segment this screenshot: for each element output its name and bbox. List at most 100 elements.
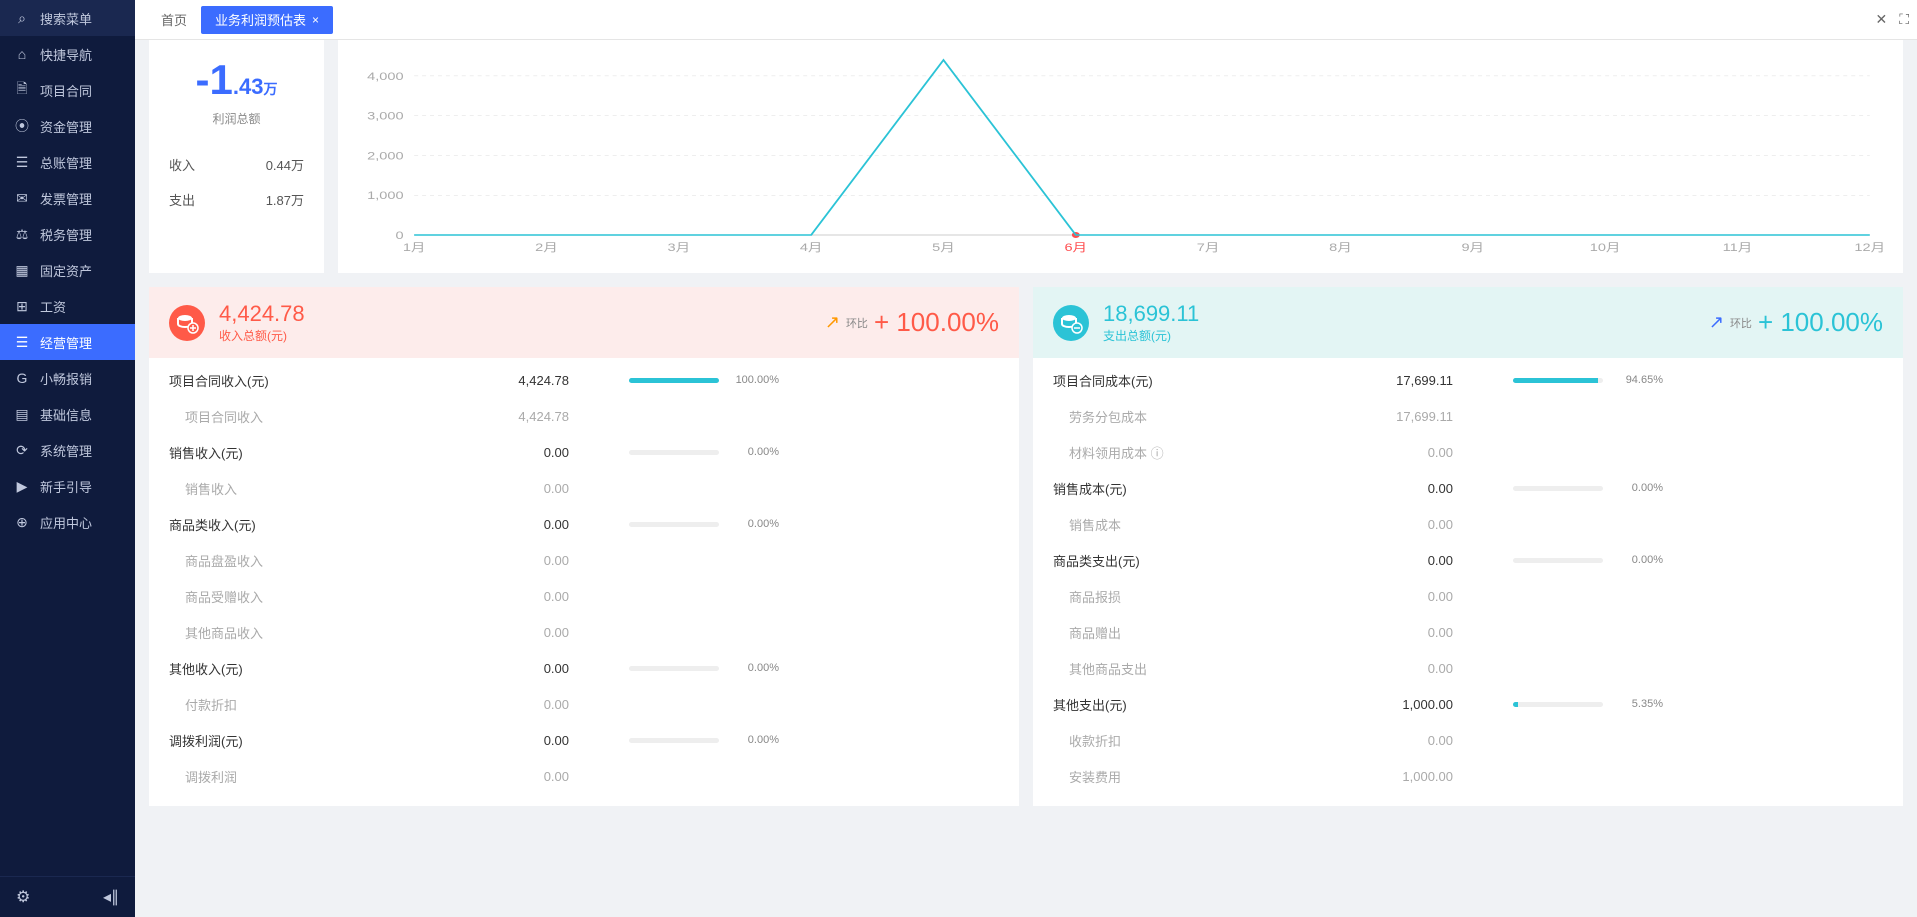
sidebar-item-basic[interactable]: ▤基础信息 [0, 396, 135, 432]
data-row: 商品类支出(元)0.00 0.00% [1053, 542, 1883, 578]
expense-pct: + 100.00% [1758, 307, 1883, 338]
row-label: 其他收入(元) [169, 659, 409, 678]
sidebar-item-search[interactable]: ⌕ 搜索菜单 [0, 0, 135, 36]
sidebar-item-ledger[interactable]: ☰总账管理 [0, 144, 135, 180]
profit-label: 利润总额 [169, 110, 304, 127]
sidebar-item-label: 总账管理 [40, 153, 92, 172]
sidebar-item-biz[interactable]: ☰经营管理 [0, 324, 135, 360]
svg-text:8月: 8月 [1329, 241, 1352, 254]
row-value: 0.00 [409, 733, 569, 748]
collapse-icon[interactable]: ◂∥ [103, 887, 119, 907]
data-row: 其他商品收入0.00 [169, 614, 999, 650]
row-value: 0.00 [409, 553, 569, 568]
row-label: 商品盘盈收入 [169, 551, 409, 570]
row-pct: 0.00% [1613, 482, 1663, 494]
row-pct: 0.00% [1613, 554, 1663, 566]
income-value: 0.44万 [266, 155, 304, 174]
expense-value: 1.87万 [266, 190, 304, 209]
row-value: 0.00 [409, 517, 569, 532]
profit-total: -1.43万 [169, 56, 304, 104]
svg-text:3,000: 3,000 [367, 109, 403, 122]
data-row: 商品报损0.00 [1053, 578, 1883, 614]
quicknav-icon: ⌂ [14, 46, 30, 62]
data-row: 销售收入0.00 [169, 470, 999, 506]
data-row: 商品受赠收入0.00 [169, 578, 999, 614]
row-pct: 94.65% [1613, 374, 1663, 386]
row-label: 其他支出(元) [1053, 695, 1293, 714]
search-icon: ⌕ [14, 10, 30, 26]
row-label: 销售收入 [169, 479, 409, 498]
row-value: 1,000.00 [1293, 697, 1453, 712]
data-row: 安装费用1,000.00 [1053, 758, 1883, 794]
svg-text:1,000: 1,000 [367, 189, 403, 202]
assets-icon: ▦ [14, 262, 30, 278]
data-row: 调拨利润(元)0.000.00% [169, 722, 999, 758]
sidebar-item-label: 搜索菜单 [40, 9, 92, 28]
guide-icon: ▶ [14, 478, 30, 494]
data-row: 劳务分包成本17,699.11 [1053, 398, 1883, 434]
tab-label: 首页 [161, 10, 187, 29]
tab[interactable]: 业务利润预估表× [201, 6, 333, 34]
sidebar-item-label: 资金管理 [40, 117, 92, 136]
row-label: 其他商品支出 [1053, 659, 1293, 678]
svg-text:2,000: 2,000 [367, 149, 403, 162]
data-row: 其他收入(元)0.000.00% [169, 650, 999, 686]
data-row: 调拨利润0.00 [169, 758, 999, 794]
svg-text:5月: 5月 [932, 241, 955, 254]
income-card: 4,424.78 收入总额(元) ↗ 环比 + 100.00% 项目合同收入(元… [149, 287, 1019, 806]
close-panel-icon[interactable]: ✕ [1875, 11, 1887, 28]
expense-card: 18,699.11 支出总额(元) ↗ 环比 + 100.00% 项目合同成本(… [1033, 287, 1903, 806]
row-label: 材料领用成本 ⓘ [1053, 443, 1293, 462]
row-value: 0.00 [409, 625, 569, 640]
svg-text:7月: 7月 [1197, 241, 1220, 254]
row-label: 其他商品收入 [169, 623, 409, 642]
sidebar-item-sys[interactable]: ⟳系统管理 [0, 432, 135, 468]
sidebar-item-tax[interactable]: ⚖税务管理 [0, 216, 135, 252]
sidebar-item-label: 固定资产 [40, 261, 92, 280]
expense-icon [1053, 305, 1089, 341]
row-value: 0.00 [1293, 553, 1453, 568]
row-label: 商品受赠收入 [169, 587, 409, 606]
row-label: 商品赠出 [1053, 623, 1293, 642]
fullscreen-icon[interactable]: ⛶ [1899, 11, 1909, 28]
row-pct: 100.00% [729, 374, 779, 386]
row-label: 商品报损 [1053, 587, 1293, 606]
sidebar: ⌕ 搜索菜单 ⌂快捷导航🗎项目合同⦿资金管理☰总账管理✉发票管理⚖税务管理 ▦ 固定资产… [0, 0, 135, 917]
row-value: 0.00 [1293, 589, 1453, 604]
sidebar-item-label: 应用中心 [40, 513, 92, 532]
data-row: 销售成本(元)0.000.00% [1053, 470, 1883, 506]
row-label: 调拨利润(元) [169, 731, 409, 750]
sidebar-item-label: 新手引导 [40, 477, 92, 496]
sidebar-item-assets[interactable]: ▦ 固定资产 [0, 252, 135, 288]
row-label: 商品类支出(元) [1053, 551, 1293, 570]
tab[interactable]: 首页 [147, 6, 201, 34]
sidebar-item-xc[interactable]: G小畅报销 [0, 360, 135, 396]
row-value: 17,699.11 [1293, 409, 1453, 424]
tab-close-icon[interactable]: × [312, 13, 319, 27]
sidebar-item-label: 基础信息 [40, 405, 92, 424]
sidebar-item-apps[interactable]: ⊕ 应用中心 [0, 504, 135, 540]
sidebar-item-quicknav[interactable]: ⌂快捷导航 [0, 36, 135, 72]
sidebar-item-label: 税务管理 [40, 225, 92, 244]
sidebar-item-funds[interactable]: ⦿资金管理 [0, 108, 135, 144]
sidebar-item-contract[interactable]: 🗎项目合同 [0, 72, 135, 108]
row-label: 项目合同收入(元) [169, 371, 409, 390]
sidebar-item-salary[interactable]: ⊞工资 [0, 288, 135, 324]
data-row: 项目合同成本(元)17,699.1194.65% [1053, 362, 1883, 398]
sidebar-item-guide[interactable]: ▶ 新手引导 [0, 468, 135, 504]
data-row: 项目合同收入(元)4,424.78 100.00% [169, 362, 999, 398]
row-value: 0.00 [1293, 517, 1453, 532]
row-value: 4,424.78 [409, 373, 569, 388]
row-value: 0.00 [1293, 661, 1453, 676]
settings-icon[interactable]: ⚙ [16, 887, 30, 907]
row-value: 0.00 [1293, 445, 1453, 460]
apps-icon: ⊕ [14, 514, 30, 530]
data-row: 付款折扣0.00 [169, 686, 999, 722]
sidebar-item-invoice[interactable]: ✉发票管理 [0, 180, 135, 216]
row-value: 0.00 [1293, 733, 1453, 748]
row-label: 项目合同成本(元) [1053, 371, 1293, 390]
xc-icon: G [14, 370, 30, 386]
sidebar-item-label: 项目合同 [40, 81, 92, 100]
svg-text:3月: 3月 [668, 241, 691, 254]
hb-label: 环比 [1730, 315, 1752, 331]
